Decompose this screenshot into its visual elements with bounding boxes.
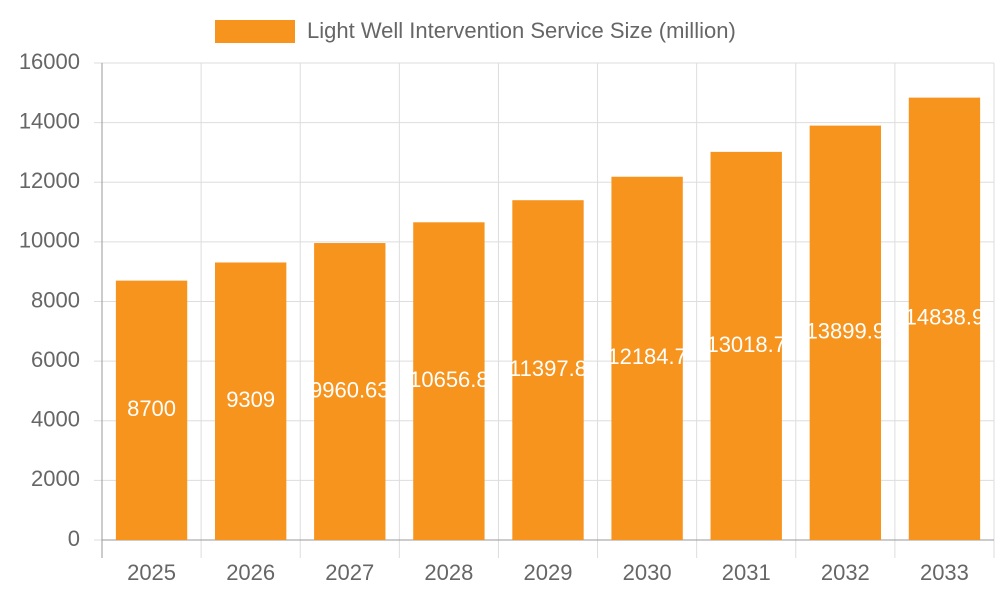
- x-tick-label: 2033: [920, 560, 969, 585]
- x-tick-label: 2030: [623, 560, 672, 585]
- y-tick-label: 8000: [31, 287, 80, 312]
- value-label: 11397.8: [509, 356, 587, 381]
- bar: [611, 176, 683, 540]
- value-label: 12184.7: [607, 344, 687, 369]
- y-tick-label: 14000: [19, 108, 80, 133]
- bar: [710, 151, 782, 540]
- bar: [809, 125, 882, 541]
- y-tick-label: 12000: [19, 168, 80, 193]
- y-tick-label: 2000: [31, 466, 80, 491]
- legend-swatch: [215, 20, 295, 43]
- bar: [314, 243, 386, 541]
- y-tick-label: 10000: [19, 228, 80, 253]
- x-tick-label: 2031: [722, 560, 771, 585]
- y-tick-label: 4000: [31, 407, 80, 432]
- value-label: 8700: [127, 396, 176, 421]
- bar: [214, 262, 287, 540]
- value-label: 10656.8: [409, 367, 489, 392]
- value-label: 9309: [226, 387, 275, 412]
- x-tick-label: 2032: [821, 560, 870, 585]
- bar: [908, 97, 981, 540]
- bar: [512, 200, 584, 540]
- value-label: 13899.9: [806, 319, 886, 344]
- x-tick-label: 2029: [524, 560, 573, 585]
- value-label: 9960.63: [310, 377, 390, 402]
- y-tick-label: 6000: [31, 347, 80, 372]
- y-tick-label: 0: [68, 526, 80, 551]
- x-tick-label: 2025: [127, 560, 176, 585]
- bar: [413, 222, 485, 541]
- legend-label: Light Well Intervention Service Size (mi…: [307, 18, 736, 43]
- x-tick-label: 2028: [424, 560, 473, 585]
- value-label: 14838.9: [905, 305, 985, 330]
- y-tick-label: 16000: [19, 49, 80, 74]
- x-tick-label: 2027: [325, 560, 374, 585]
- value-label: 13018.7: [706, 332, 786, 357]
- bar: [115, 280, 188, 540]
- x-tick-label: 2026: [226, 560, 275, 585]
